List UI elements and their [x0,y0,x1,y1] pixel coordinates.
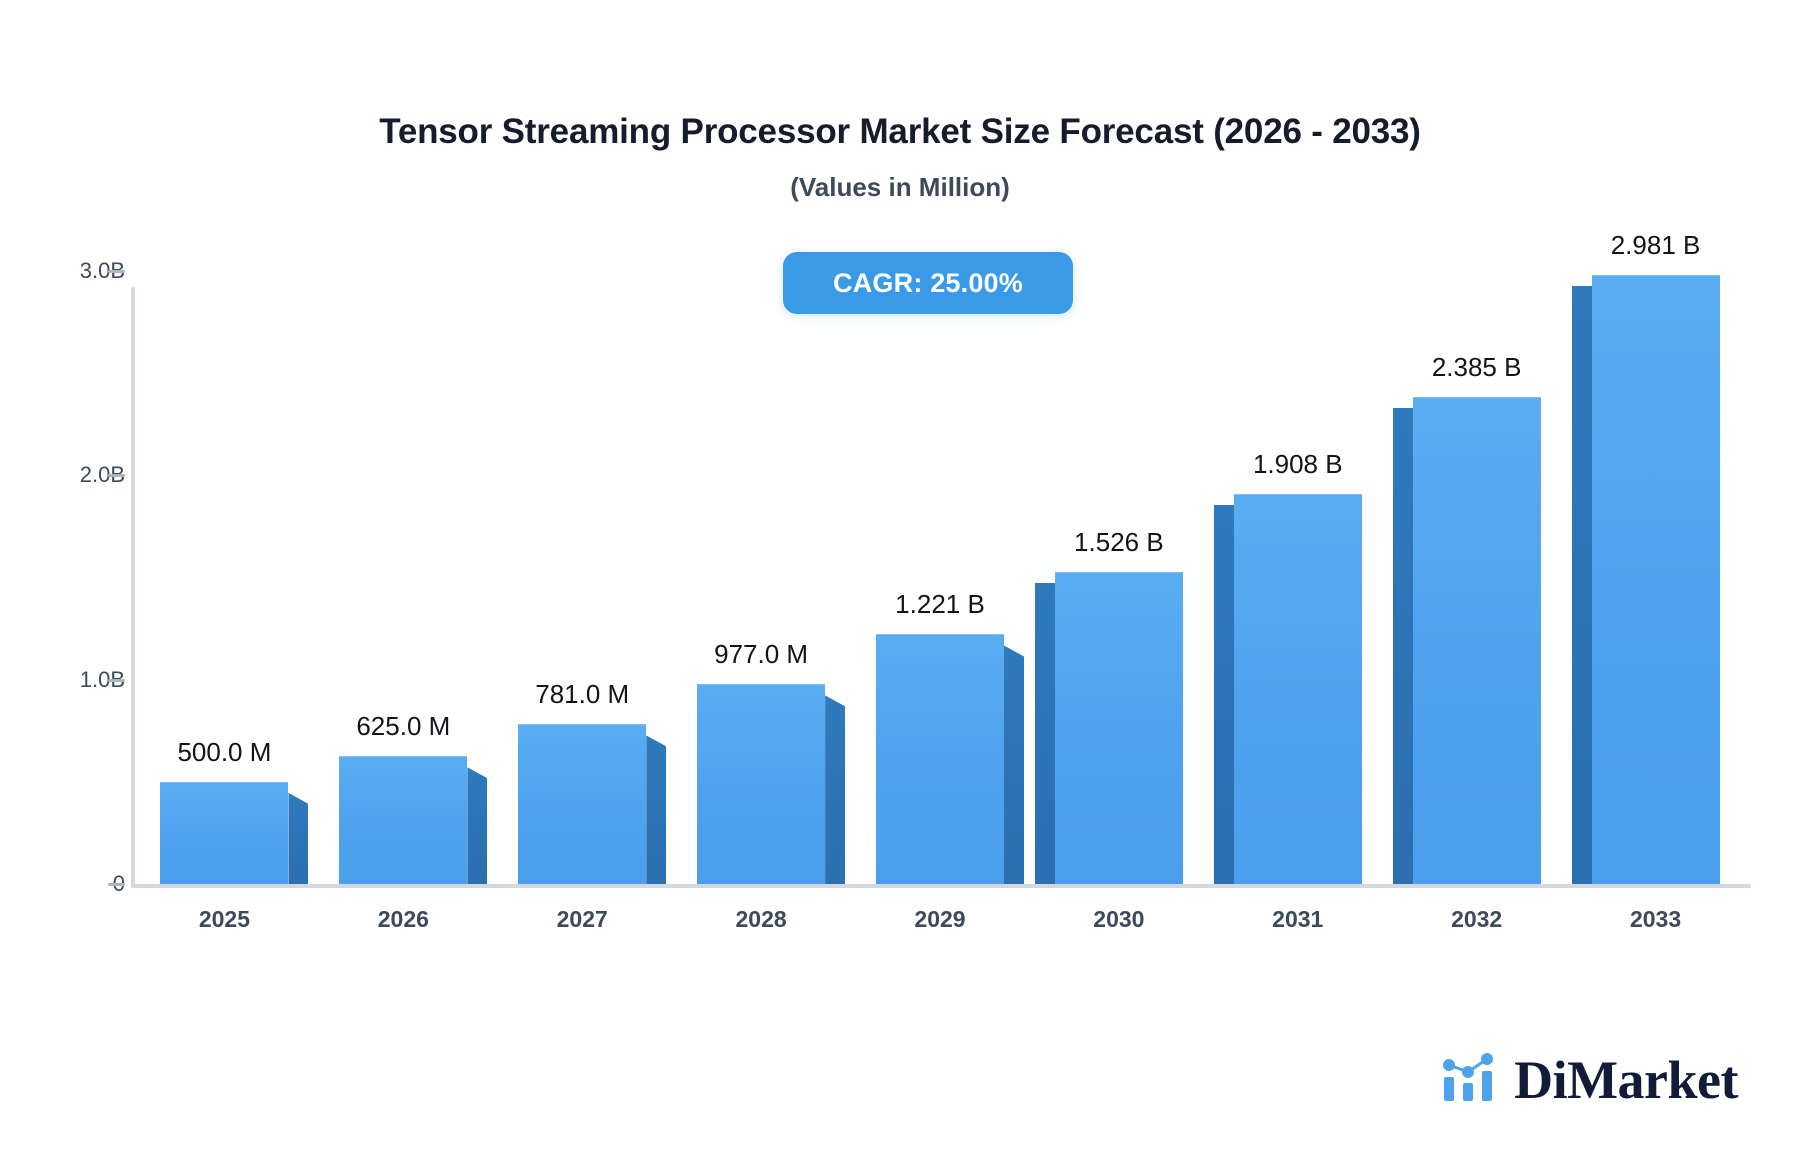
bar-column[interactable] [339,756,488,884]
bar-item[interactable]: 2.385 B [1392,230,1541,884]
bar-item[interactable]: 977.0 M [697,230,846,884]
bar-value-label: 1.908 B [1252,449,1343,480]
bar-value-label: 1.221 B [895,589,985,620]
bar-side-face [825,695,846,884]
x-axis-tick-label: 2026 [377,906,429,932]
bar-side-face [1004,645,1024,884]
y-axis-tick-mark [108,474,125,478]
bar-column[interactable] [1392,396,1541,884]
bar-chart-icon [1442,1051,1500,1108]
x-axis-tick-label: 2029 [914,906,966,932]
bar-value-label: 2.385 B [1431,351,1522,382]
bar-face [518,724,647,884]
bar-face [1412,396,1541,884]
y-axis-tick-mark [108,269,125,273]
bar-face [1054,572,1183,884]
y-axis-line [131,287,135,887]
bar-item[interactable]: 2.981 B [1571,230,1720,884]
bar-side-face [1213,505,1234,884]
bar-face [339,756,468,884]
chart-subtitle: (Values in Million) [790,172,1010,202]
bar-value-label: 781.0 M [535,679,630,710]
bar-side-face [467,767,488,884]
bar-item[interactable]: 1.526 B [1034,230,1183,884]
bar-side-face [288,792,309,884]
bar-value-label: 625.0 M [356,711,451,742]
logo-wordmark: DiMarket [1514,1049,1738,1110]
bar-item[interactable]: 500.0 M [160,230,309,884]
bar-face [876,634,1004,884]
bar-value-label: 1.526 B [1074,527,1164,558]
bar-face [1591,274,1720,884]
bar-column[interactable] [876,634,1024,884]
bar-item[interactable]: 1.908 B [1213,230,1362,884]
bar-side-face [1392,407,1413,884]
x-axis-tick-label: 2032 [1451,906,1503,932]
x-axis-tick-label: 2033 [1629,906,1682,932]
bar-value-label: 500.0 M [177,736,272,767]
bar-face [697,684,826,884]
bar-value-label: 2.981 B [1610,229,1701,260]
bar-column[interactable] [1571,274,1720,884]
bar-series: 500.0 M 625.0 M 781.0 M 977.0 M 1.221 B 1.526… [135,230,1745,884]
bar-face [1233,494,1362,884]
x-axis-tick-label: 2030 [1093,906,1145,932]
cagr-badge: CAGR: 25.00% [783,252,1073,314]
dimarket-logo: DiMarket [1442,1051,1738,1108]
cagr-badge-label: CAGR: 25.00% [833,267,1023,298]
bar-column[interactable] [1034,572,1183,884]
chart-title: Tensor Streaming Processor Market Size F… [379,112,1421,151]
x-axis-line [131,884,1751,888]
x-axis-tick-label: 2027 [556,906,608,932]
bar-column[interactable] [697,684,846,884]
y-axis-tick-mark [108,883,125,886]
bar-side-face [1571,285,1592,884]
x-axis-tick-label: 2031 [1272,906,1324,932]
bar-side-face [646,735,667,884]
bar-item[interactable]: 625.0 M [339,230,488,884]
bar-item[interactable]: 1.221 B [876,230,1024,884]
bar-value-label: 977.0 M [714,639,809,670]
x-axis-tick-label: 2028 [735,906,787,932]
x-axis-tick-label: 2025 [198,906,251,932]
bar-side-face [1034,583,1055,884]
bar-face [160,781,289,884]
bar-column[interactable] [160,781,309,884]
bar-column[interactable] [1213,494,1362,884]
bar-item[interactable]: 781.0 M [518,230,667,884]
y-axis-tick-mark [108,678,125,682]
bar-column[interactable] [518,724,667,884]
